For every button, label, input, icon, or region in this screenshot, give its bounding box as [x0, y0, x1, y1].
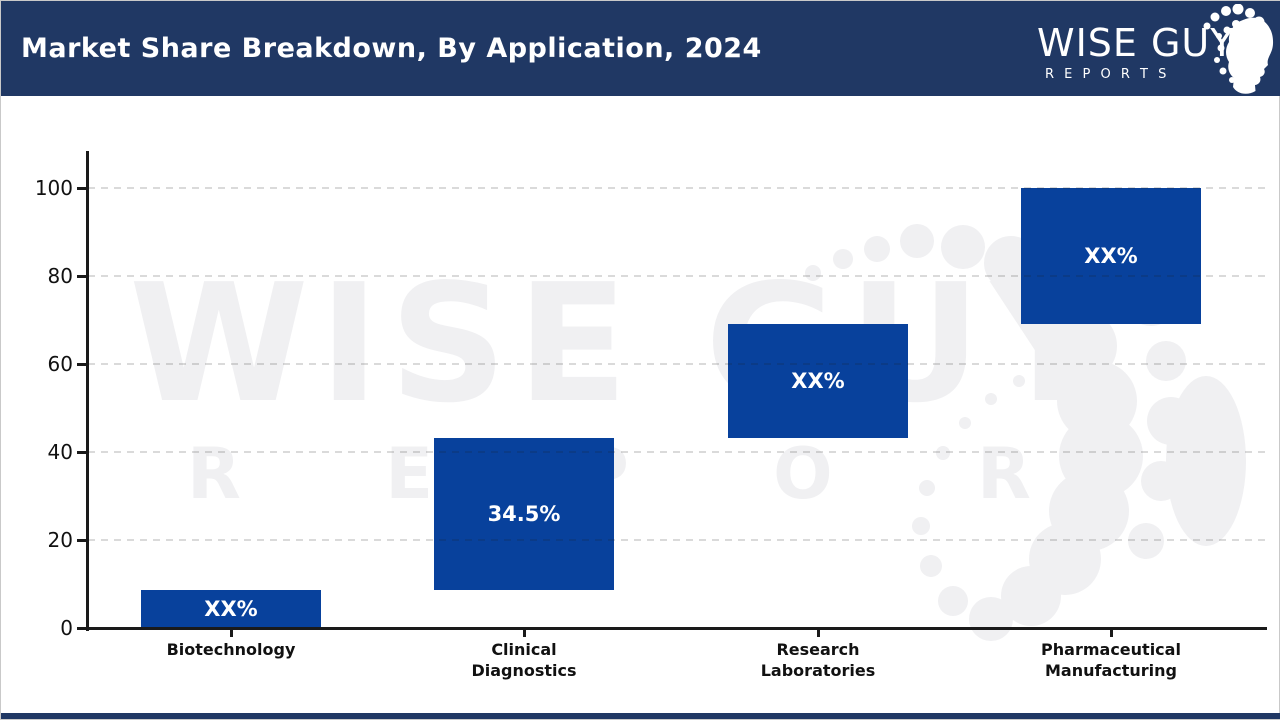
- y-tick-label: 40: [47, 440, 73, 464]
- header: Market Share Breakdown, By Application, …: [1, 1, 1280, 96]
- bar: XX%: [1021, 188, 1201, 324]
- x-category-label: Pharmaceutical Manufacturing: [971, 639, 1251, 681]
- y-tick-label: 60: [47, 352, 73, 376]
- gridline: [88, 275, 1267, 277]
- gridline: [88, 363, 1267, 365]
- x-category-label-line: Research: [776, 640, 860, 659]
- bar: 34.5%: [434, 438, 614, 591]
- x-tick-mark: [1109, 629, 1113, 637]
- x-category-label-line: Biotechnology: [166, 640, 296, 659]
- y-tick-mark: [77, 627, 86, 630]
- y-axis-line: [86, 151, 89, 631]
- x-axis-line: [86, 627, 1267, 630]
- gridline: [88, 187, 1267, 189]
- y-tick-mark: [77, 451, 86, 454]
- x-category-label: Biotechnology: [91, 639, 371, 660]
- x-category-label-line: Pharmaceutical: [1041, 640, 1181, 659]
- bar-value-label: XX%: [204, 597, 258, 622]
- watermark-wordmark: WISE GUY: [129, 250, 1120, 439]
- x-category-label: Research Laboratories: [678, 639, 958, 681]
- footer-bar: [1, 713, 1280, 719]
- bar-value-label: 34.5%: [487, 502, 561, 527]
- y-tick-label: 0: [60, 616, 73, 640]
- bar: XX%: [141, 590, 321, 628]
- x-category-label-line: Diagnostics: [471, 661, 577, 680]
- x-category-label-line: Manufacturing: [1045, 661, 1177, 680]
- y-tick-mark: [77, 363, 86, 366]
- y-tick-mark: [77, 539, 86, 542]
- x-tick-mark: [816, 629, 820, 637]
- logo-reports-text: R E P O R T S: [1045, 67, 1169, 82]
- page-title: Market Share Breakdown, By Application, …: [21, 33, 762, 64]
- logo-face-icon: [1203, 4, 1274, 94]
- bar: XX%: [728, 323, 908, 439]
- gridline: [88, 539, 1267, 541]
- x-category-label-line: Clinical: [491, 640, 557, 659]
- y-tick-label: 20: [47, 528, 73, 552]
- y-tick-label: 80: [47, 264, 73, 288]
- y-tick-mark: [77, 275, 86, 278]
- y-tick-mark: [77, 187, 86, 190]
- bar-value-label: XX%: [791, 369, 845, 394]
- x-tick-mark: [229, 629, 233, 637]
- x-category-label-line: Laboratories: [760, 661, 876, 680]
- x-category-label: Clinical Diagnostics: [384, 639, 664, 681]
- bar-value-label: XX%: [1084, 243, 1138, 268]
- logo-wordmark: WISE GUY: [1037, 21, 1234, 65]
- y-tick-label: 100: [34, 176, 73, 200]
- x-tick-mark: [522, 629, 526, 637]
- brand-logo: WISE GUY R E P O R T S: [1037, 4, 1274, 94]
- gridline: [88, 451, 1267, 453]
